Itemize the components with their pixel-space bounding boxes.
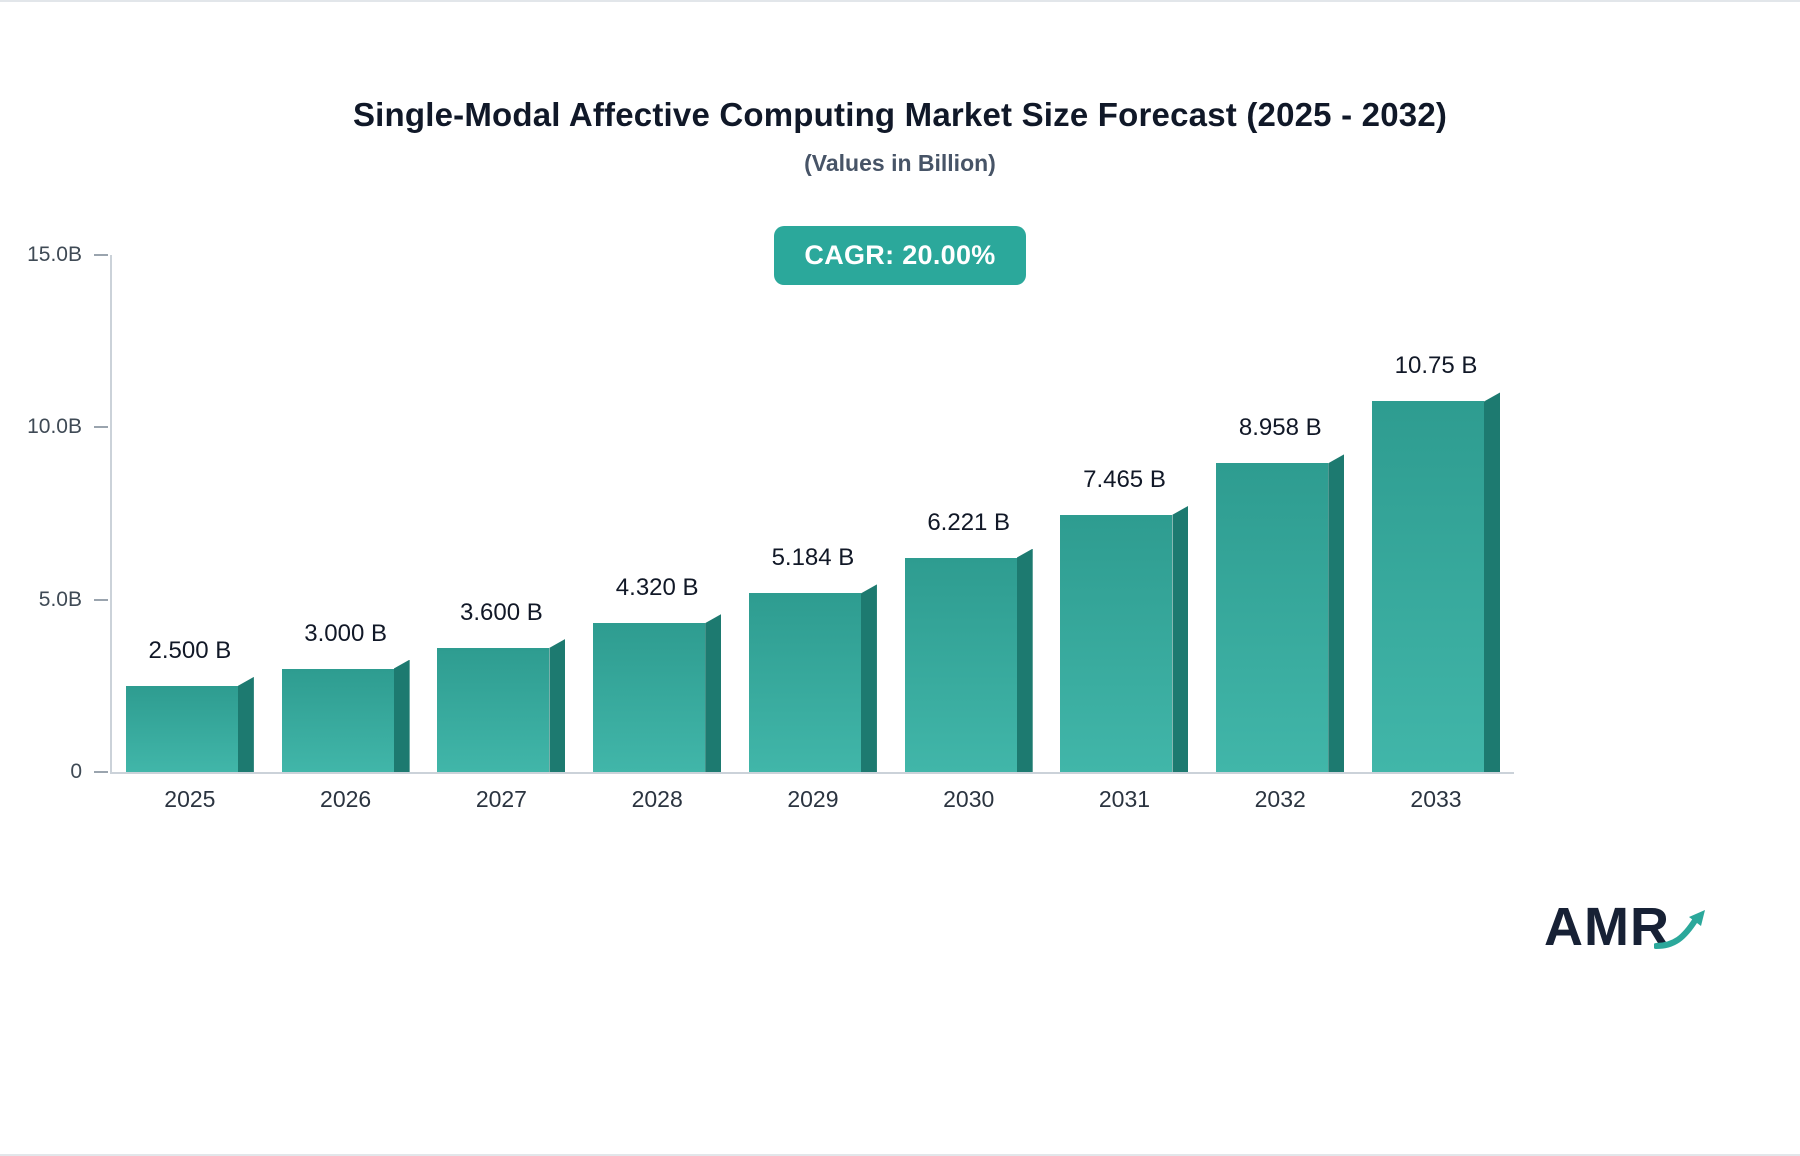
- bar-group: 4.320 B: [593, 574, 722, 772]
- bar-value-label: 3.600 B: [460, 598, 543, 626]
- logo-arrow-icon: [1654, 910, 1705, 949]
- bar-group: 3.000 B: [281, 619, 410, 772]
- x-axis-label: 2026: [320, 786, 372, 812]
- bar-group: 10.75 B: [1372, 352, 1500, 772]
- x-axis-label: 2030: [943, 786, 995, 812]
- bar-group: 8.958 B: [1216, 414, 1345, 772]
- bar: [1216, 454, 1345, 772]
- bar-front-face: [748, 593, 861, 772]
- bar-value-label: 5.184 B: [771, 544, 855, 572]
- bar: [1060, 505, 1189, 772]
- bar-front-face: [1060, 514, 1173, 772]
- bar-group: 6.221 B: [904, 508, 1033, 772]
- x-axis-label: 2027: [475, 786, 527, 812]
- cagr-badge: CAGR: 20.00%: [774, 226, 1026, 285]
- y-axis-tick: [94, 426, 108, 429]
- y-axis-label: 15.0B: [27, 243, 82, 266]
- plot-area: 2.500 B 3.000 B 3.600 B 4.320 B 5.184 B 6.221…: [27, 243, 1514, 812]
- y-axis-label: 5.0B: [38, 587, 82, 611]
- y-axis-label: 0: [70, 760, 82, 783]
- bar: [904, 548, 1033, 772]
- bar: [437, 638, 566, 772]
- x-axis-label: 2032: [1254, 786, 1306, 812]
- bar-group: 7.465 B: [1060, 465, 1189, 772]
- logo-text: AMR: [1544, 897, 1670, 957]
- x-axis-label: 2025: [164, 786, 216, 812]
- bar-side-face: [1016, 548, 1033, 772]
- chart-subtitle: (Values in Billion): [804, 150, 996, 176]
- bar-side-face: [860, 584, 877, 772]
- bar-side-face: [1328, 454, 1345, 772]
- y-axis-tick: [94, 771, 108, 773]
- bar-value-label: 4.320 B: [615, 574, 699, 602]
- bar-side-face: [393, 659, 410, 772]
- bar-value-label: 3.000 B: [304, 619, 387, 647]
- bar: [1372, 392, 1500, 772]
- x-axis-labels: 2025 2026 2027 2028 2029 2030 2031 2032 2033: [112, 786, 1514, 813]
- bar-front-face: [1216, 463, 1329, 772]
- bar-front-face: [1372, 401, 1484, 772]
- bar-value-label: 10.75 B: [1394, 352, 1478, 380]
- bar-value-label: 2.500 B: [148, 636, 232, 664]
- bar-side-face: [705, 614, 722, 772]
- bar: [593, 614, 722, 772]
- bar-group: 3.600 B: [437, 598, 566, 772]
- bar-value-label: 7.465 B: [1083, 465, 1166, 493]
- chart-title: Single-Modal Affective Computing Market …: [352, 96, 1448, 133]
- bar-side-face: [1172, 505, 1189, 772]
- y-axis-label: 10.0B: [27, 415, 82, 439]
- x-axis-label: 2029: [787, 786, 839, 812]
- x-axis-label: 2028: [631, 786, 683, 812]
- bar-group: 5.184 B: [748, 544, 877, 772]
- bar-group: 2.500 B: [125, 636, 254, 772]
- bar-front-face: [593, 623, 706, 772]
- y-axis-tick: [94, 254, 108, 256]
- bar: [281, 659, 410, 772]
- bar-front-face: [904, 557, 1017, 772]
- cagr-badge-wrapper: CAGR: 20.00%: [0, 226, 1800, 285]
- bar-front-face: [437, 647, 550, 772]
- bar-value-label: 6.221 B: [927, 508, 1011, 536]
- y-axis-tick: [94, 598, 108, 601]
- brand-logo: AMR: [1544, 900, 1712, 954]
- bar-value-label: 8.958 B: [1238, 414, 1322, 442]
- bar-front-face: [281, 668, 394, 772]
- bars: 2.500 B 3.000 B 3.600 B 4.320 B 5.184 B 6.221…: [112, 255, 1514, 772]
- bar: [125, 676, 254, 772]
- x-axis-label: 2033: [1410, 786, 1462, 812]
- bar-side-face: [549, 638, 566, 772]
- bar-side-face: [1484, 392, 1500, 772]
- bar-front-face: [125, 685, 238, 772]
- x-axis-label: 2031: [1098, 786, 1151, 812]
- bar-side-face: [237, 676, 254, 772]
- bar: [748, 584, 877, 772]
